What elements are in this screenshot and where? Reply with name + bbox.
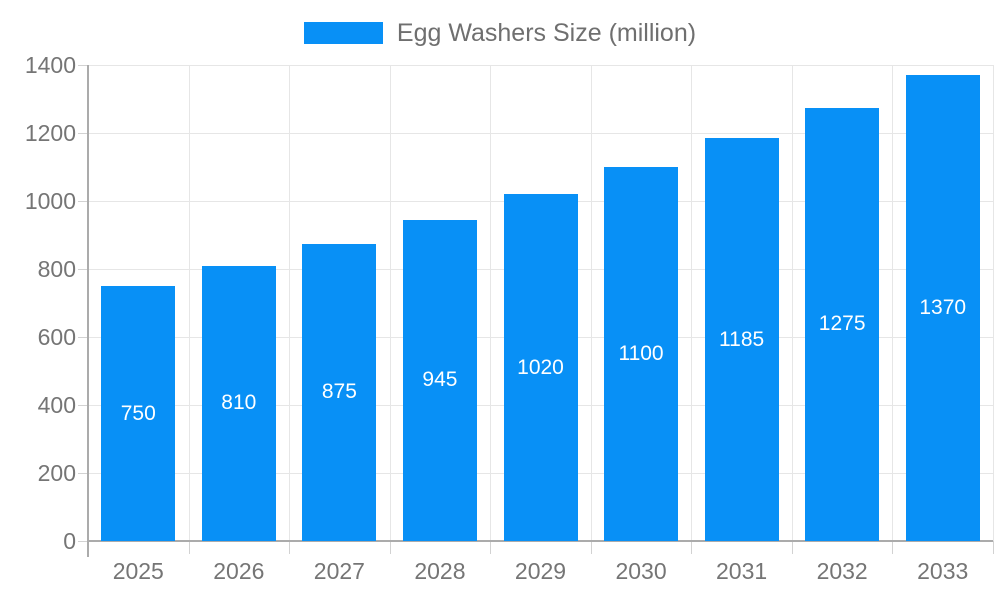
legend-item[interactable]: Egg Washers Size (million): [303, 18, 697, 48]
x-gridline: [188, 65, 190, 541]
y-tick-mark: [78, 405, 88, 406]
y-axis-tick-label: 1400: [24, 52, 76, 78]
y-tick-mark: [78, 133, 88, 134]
bar-2028: [402, 219, 477, 541]
x-gridline: [691, 65, 693, 541]
x-tick-mark: [791, 541, 793, 554]
x-tick-mark: [993, 541, 994, 554]
bar-2025: [101, 286, 176, 541]
x-axis-tick-label: 2032: [816, 558, 868, 584]
y-tick-mark: [78, 541, 88, 542]
x-tick-mark: [188, 541, 190, 554]
x-axis-tick-label: 2031: [716, 558, 768, 584]
y-tick-mark: [78, 201, 88, 202]
bar-2031: [704, 138, 779, 541]
bar-value-label: 1275: [818, 312, 866, 336]
y-axis-tick-label: 800: [37, 256, 76, 282]
y-tick-mark: [78, 473, 88, 474]
bar-value-label: 1370: [919, 296, 967, 320]
x-axis-tick-label: 2025: [112, 558, 164, 584]
x-tick-mark: [289, 541, 291, 554]
bar-value-label: 810: [221, 391, 257, 415]
y-tick-mark: [78, 65, 88, 66]
legend-label: Egg Washers Size (million): [396, 18, 697, 47]
x-axis-tick-label: 2026: [213, 558, 265, 584]
y-axis-tick-label: 0: [63, 528, 76, 554]
y-axis-tick-label: 1200: [24, 120, 76, 146]
bar-2027: [302, 243, 377, 541]
x-gridline: [389, 65, 391, 541]
x-axis-tick-label: 2029: [514, 558, 567, 584]
x-tick-mark: [590, 541, 592, 554]
x-tick-mark: [892, 541, 894, 554]
bar-2029: [503, 194, 578, 541]
y-gridline: [88, 133, 993, 134]
x-gridline: [590, 65, 592, 541]
y-axis-tick-label: 400: [37, 392, 76, 418]
y-axis-tick-label: 200: [37, 460, 76, 486]
y-gridline: [88, 65, 993, 66]
x-gridline: [490, 65, 492, 541]
x-tick-mark: [691, 541, 693, 554]
y-tick-mark: [78, 337, 88, 338]
x-gridline: [993, 65, 994, 541]
bar-2032: [805, 107, 880, 541]
bar-2033: [905, 75, 980, 541]
legend-swatch-icon: [303, 22, 383, 44]
x-axis-tick-label: 2033: [917, 558, 969, 584]
x-tick-mark: [389, 541, 391, 554]
x-axis-tick-label: 2030: [615, 558, 667, 584]
y-axis-tick-label: 600: [37, 324, 76, 350]
x-gridline: [289, 65, 291, 541]
bar-value-label: 1020: [517, 355, 564, 379]
bar-2030: [604, 167, 679, 541]
y-tick-mark: [78, 269, 88, 270]
bar-value-label: 1100: [618, 342, 664, 365]
bar-value-label: 750: [120, 401, 156, 425]
x-gridline: [791, 65, 793, 541]
bar-value-label: 945: [422, 368, 458, 392]
x-gridline: [892, 65, 894, 541]
y-axis-tick-label: 1000: [24, 188, 76, 214]
y-axis-line: [87, 65, 89, 557]
x-tick-mark: [490, 541, 492, 554]
x-axis-tick-label: 2028: [414, 558, 466, 584]
x-axis-tick-label: 2027: [313, 558, 365, 584]
bar-2026: [201, 265, 276, 541]
x-axis-line: [88, 540, 993, 542]
chart-legend: Egg Washers Size (million): [0, 8, 1000, 58]
bar-value-label: 1185: [719, 327, 765, 351]
bar-value-label: 875: [321, 380, 357, 404]
